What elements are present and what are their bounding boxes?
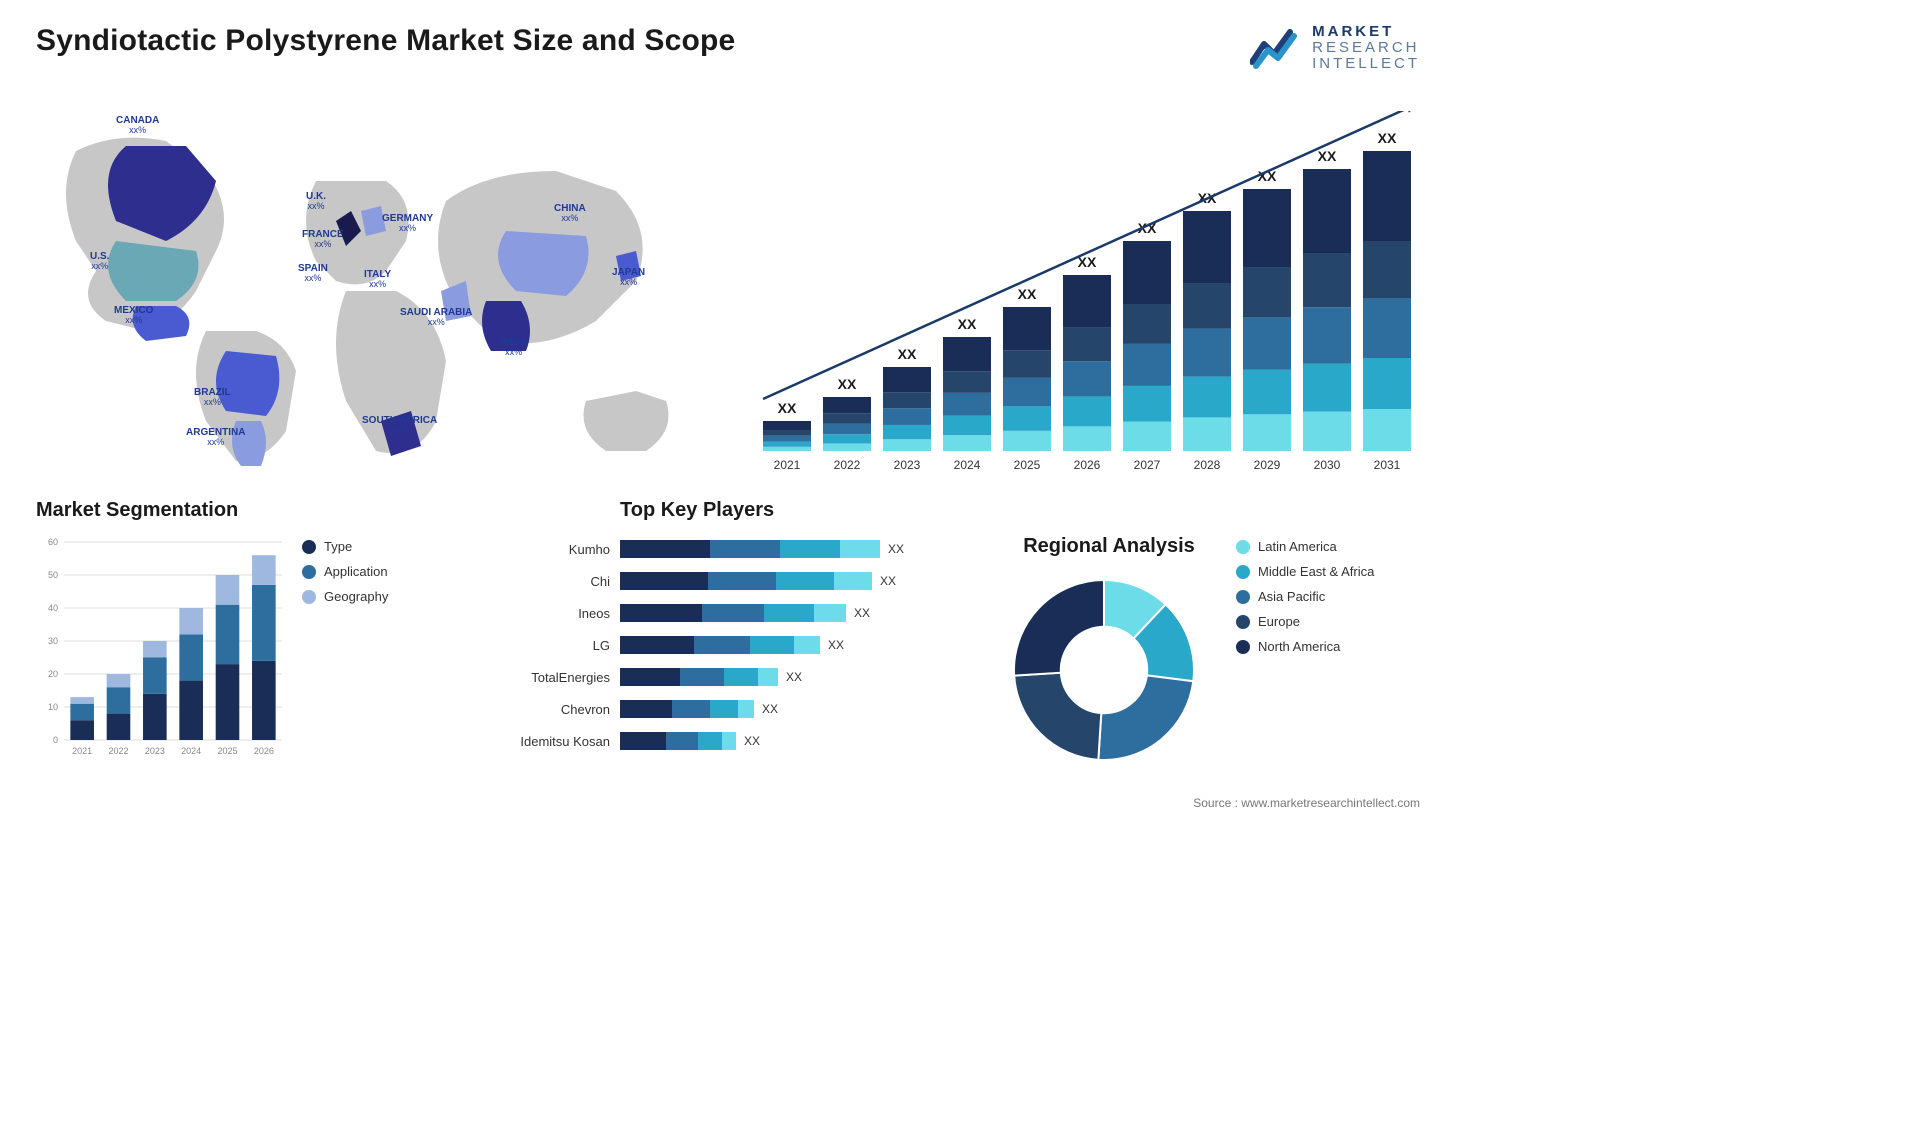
- player-value: XX: [744, 734, 760, 748]
- country-label: BRAZILxx%: [194, 387, 231, 408]
- logo-line-2: RESEARCH: [1312, 40, 1420, 56]
- legend-item: Asia Pacific: [1236, 589, 1420, 604]
- player-row: LG XX: [500, 630, 980, 660]
- player-row: Idemitsu Kosan XX: [500, 726, 980, 756]
- svg-text:2021: 2021: [72, 746, 92, 756]
- player-row: Chi XX: [500, 566, 980, 596]
- growth-bar-chart: XX 2021 XX 2022 XX 2023 XX 2024 XX 2025 XX 2026 XX 20…: [746, 111, 1420, 481]
- country-label: JAPANxx%: [612, 267, 645, 288]
- segmentation-title: Market Segmentation: [36, 499, 286, 522]
- player-name: TotalEnergies: [500, 670, 620, 685]
- regional-donut-chart: [1004, 570, 1204, 770]
- svg-text:2024: 2024: [181, 746, 201, 756]
- player-row: Kumho XX: [500, 534, 980, 564]
- player-name: Kumho: [500, 542, 620, 557]
- svg-text:40: 40: [48, 603, 58, 613]
- player-value: XX: [888, 542, 904, 556]
- player-name: Chevron: [500, 702, 620, 717]
- country-label: U.S.xx%: [90, 251, 109, 272]
- legend-item: Type: [302, 539, 476, 554]
- legend-item: Application: [302, 564, 476, 579]
- country-label: MEXICOxx%: [114, 305, 153, 326]
- player-name: LG: [500, 638, 620, 653]
- country-label: U.K.xx%: [306, 191, 326, 212]
- svg-text:30: 30: [48, 636, 58, 646]
- svg-text:20: 20: [48, 669, 58, 679]
- brand-logo: MARKET RESEARCH INTELLECT: [1250, 24, 1420, 71]
- player-row: Ineos XX: [500, 598, 980, 628]
- segmentation-legend: Type Application Geography: [302, 499, 476, 779]
- player-row: TotalEnergies XX: [500, 662, 980, 692]
- players-title: Top Key Players: [500, 499, 980, 522]
- player-value: XX: [880, 574, 896, 588]
- players-panel: Top Key Players Kumho XX Chi XX Ineos XX…: [500, 499, 980, 779]
- player-name: Idemitsu Kosan: [500, 734, 620, 749]
- country-label: INDIAxx%: [500, 337, 527, 358]
- player-value: XX: [828, 638, 844, 652]
- svg-text:XX: XX: [1378, 130, 1397, 146]
- world-map-panel: CANADAxx% U.S.xx% MEXICOxx% BRAZILxx% ARGENT…: [36, 91, 716, 481]
- country-label: ITALYxx%: [364, 269, 391, 290]
- legend-item: Europe: [1236, 614, 1420, 629]
- legend-item: Middle East & Africa: [1236, 564, 1420, 579]
- player-name: Ineos: [500, 606, 620, 621]
- country-label: ARGENTINAxx%: [186, 427, 245, 448]
- legend-item: Latin America: [1236, 539, 1420, 554]
- svg-text:2022: 2022: [834, 458, 861, 472]
- regional-legend: Latin America Middle East & Africa Asia Pa…: [1236, 499, 1420, 779]
- svg-text:2026: 2026: [1074, 458, 1101, 472]
- svg-text:XX: XX: [958, 316, 977, 332]
- logo-line-3: INTELLECT: [1312, 56, 1420, 72]
- legend-item: Geography: [302, 589, 476, 604]
- svg-text:XX: XX: [838, 376, 857, 392]
- svg-text:2025: 2025: [1014, 458, 1041, 472]
- regional-panel: Regional Analysis Latin AmericaMiddle Ea…: [1004, 499, 1420, 779]
- svg-text:10: 10: [48, 702, 58, 712]
- country-label: SOUTH AFRICAxx%: [362, 415, 437, 436]
- svg-text:2029: 2029: [1254, 458, 1281, 472]
- svg-text:2031: 2031: [1374, 458, 1401, 472]
- country-label: SAUDI ARABIAxx%: [400, 307, 472, 328]
- country-label: SPAINxx%: [298, 263, 328, 284]
- segmentation-panel: Market Segmentation 0 10 20 30 40 50 60 2021 202…: [36, 499, 476, 779]
- svg-text:2022: 2022: [108, 746, 128, 756]
- country-label: FRANCExx%: [302, 229, 344, 250]
- svg-text:XX: XX: [1018, 286, 1037, 302]
- svg-text:0: 0: [53, 735, 58, 745]
- legend-item: North America: [1236, 639, 1420, 654]
- page-title: Syndiotactic Polystyrene Market Size and…: [36, 24, 735, 58]
- svg-text:2024: 2024: [954, 458, 981, 472]
- country-label: GERMANYxx%: [382, 213, 433, 234]
- growth-chart-panel: XX 2021 XX 2022 XX 2023 XX 2024 XX 2025 XX 2026 XX 20…: [746, 91, 1420, 481]
- svg-text:2028: 2028: [1194, 458, 1221, 472]
- svg-text:2030: 2030: [1314, 458, 1341, 472]
- players-chart: Kumho XX Chi XX Ineos XX LG XX TotalEner…: [500, 534, 980, 758]
- logo-line-1: MARKET: [1312, 24, 1420, 40]
- segmentation-bar-chart: 0 10 20 30 40 50 60 2021 2022 2023 2024 2025 2026: [36, 534, 286, 764]
- svg-text:2023: 2023: [894, 458, 921, 472]
- player-value: XX: [762, 702, 778, 716]
- country-label: CHINAxx%: [554, 203, 586, 224]
- svg-text:2027: 2027: [1134, 458, 1161, 472]
- svg-text:2026: 2026: [254, 746, 274, 756]
- source-label: Source : www.marketresearchintellect.com: [1193, 796, 1420, 810]
- svg-text:2025: 2025: [217, 746, 237, 756]
- logo-icon: [1250, 26, 1304, 70]
- svg-text:XX: XX: [1318, 148, 1337, 164]
- svg-text:50: 50: [48, 570, 58, 580]
- svg-text:XX: XX: [778, 400, 797, 416]
- player-row: Chevron XX: [500, 694, 980, 724]
- player-name: Chi: [500, 574, 620, 589]
- svg-text:2023: 2023: [145, 746, 165, 756]
- player-value: XX: [854, 606, 870, 620]
- player-value: XX: [786, 670, 802, 684]
- country-label: CANADAxx%: [116, 115, 159, 136]
- svg-text:2021: 2021: [774, 458, 801, 472]
- svg-text:XX: XX: [898, 346, 917, 362]
- regional-title: Regional Analysis: [994, 535, 1224, 558]
- svg-text:60: 60: [48, 537, 58, 547]
